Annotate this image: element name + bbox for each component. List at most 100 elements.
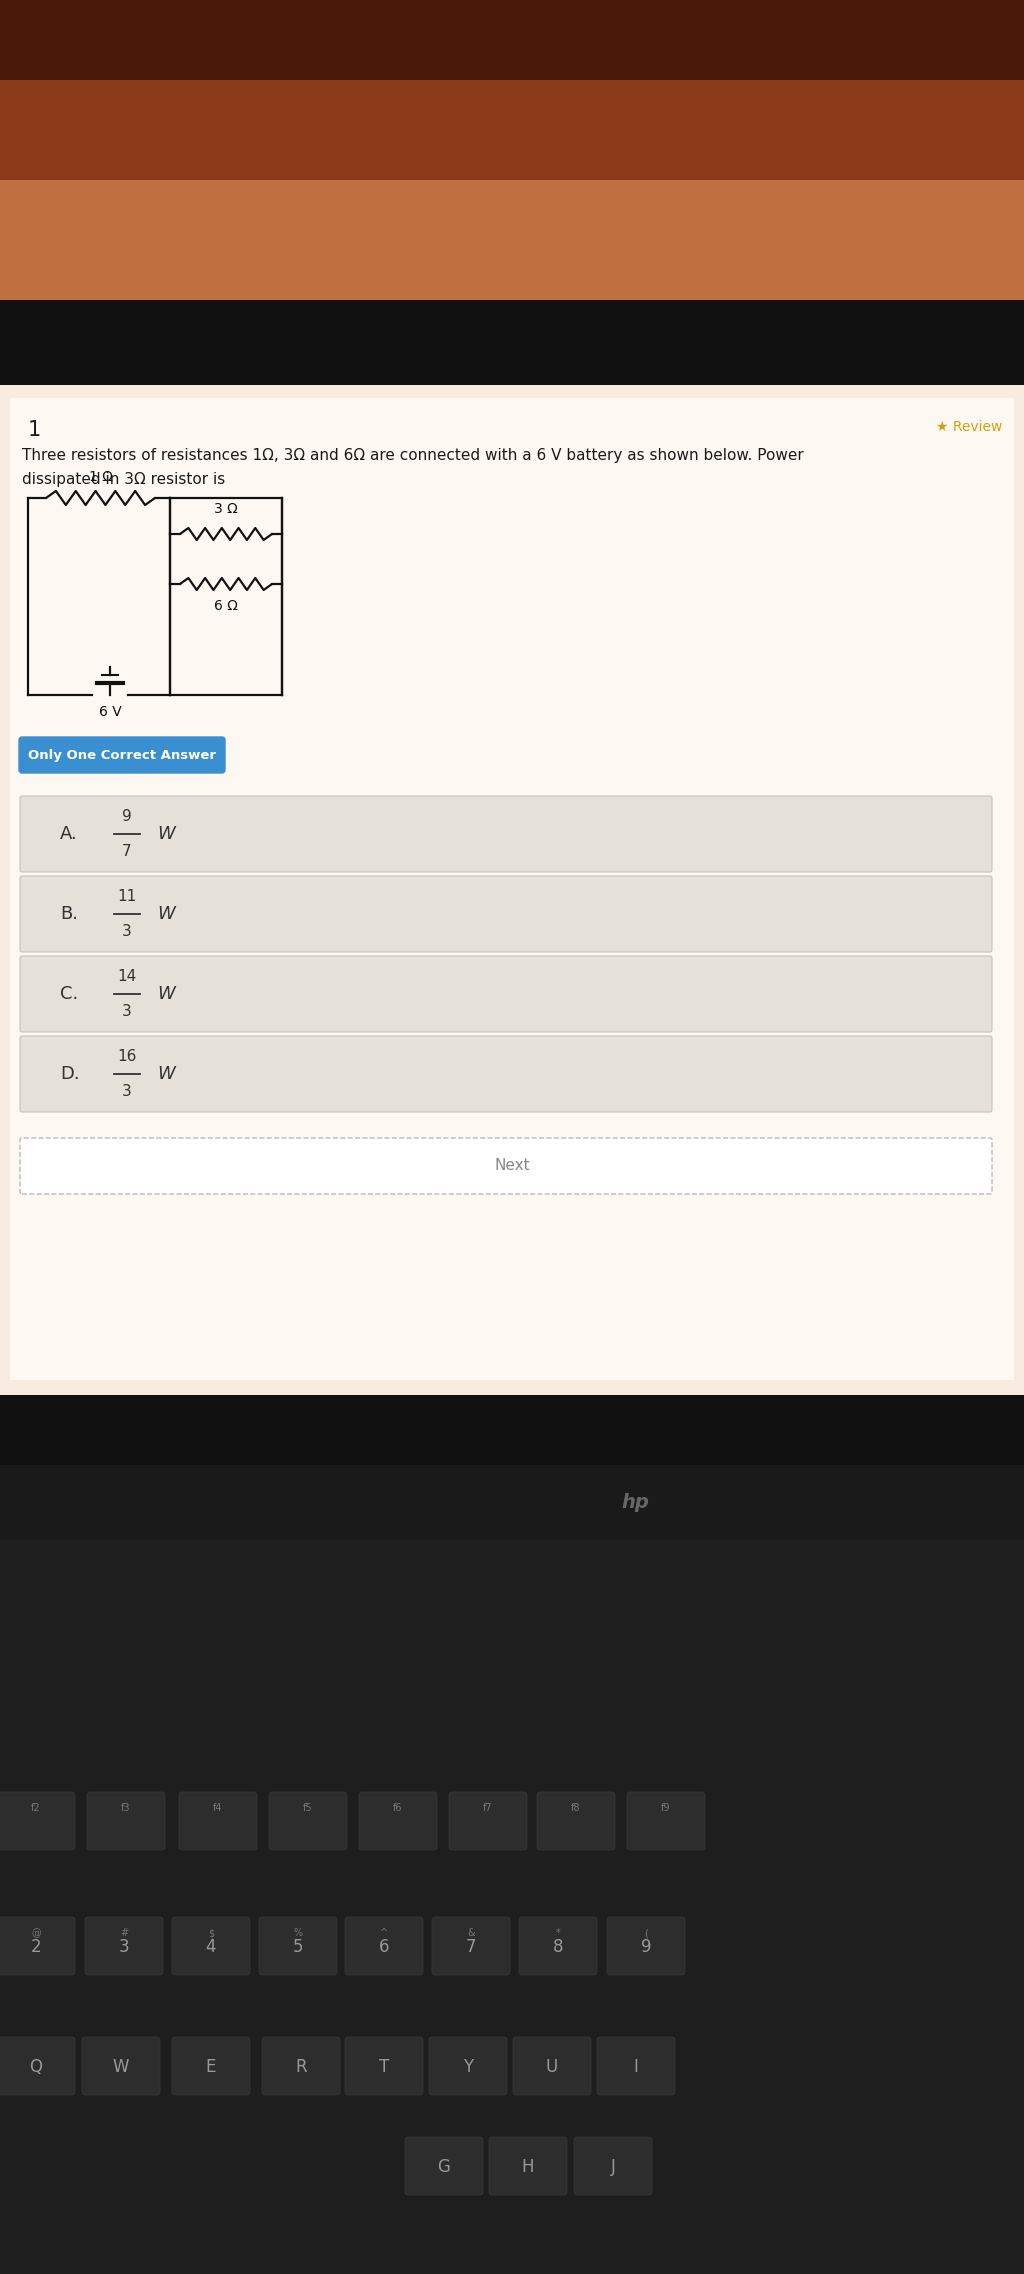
Text: 6: 6	[379, 1937, 389, 1956]
Text: 2: 2	[31, 1937, 41, 1956]
Text: f4: f4	[213, 1803, 223, 1812]
Text: #: #	[120, 1928, 128, 1937]
Text: (: (	[644, 1928, 648, 1937]
Text: hp: hp	[621, 1492, 649, 1512]
Text: Q: Q	[30, 2058, 43, 2076]
Text: W: W	[157, 905, 175, 923]
Text: f2: f2	[31, 1803, 41, 1812]
FancyBboxPatch shape	[20, 1137, 992, 1194]
FancyBboxPatch shape	[172, 1917, 250, 1976]
FancyBboxPatch shape	[519, 1917, 597, 1976]
Text: Only One Correct Answer: Only One Correct Answer	[28, 748, 216, 762]
FancyBboxPatch shape	[269, 1792, 347, 1851]
Text: B.: B.	[60, 905, 78, 923]
Text: 1 Ω: 1 Ω	[88, 471, 113, 484]
Bar	[0, 1464, 1024, 1539]
Text: J: J	[610, 2158, 615, 2176]
Text: dissipated in 3Ω resistor is: dissipated in 3Ω resistor is	[22, 473, 225, 487]
Text: 6 V: 6 V	[98, 705, 122, 719]
Text: 1: 1	[28, 421, 41, 439]
FancyBboxPatch shape	[19, 737, 225, 773]
Bar	[0, 384, 1024, 1394]
FancyBboxPatch shape	[574, 2138, 652, 2194]
Text: 9: 9	[122, 810, 132, 823]
Text: f7: f7	[483, 1803, 493, 1812]
FancyBboxPatch shape	[179, 1792, 257, 1851]
Bar	[0, 1394, 1024, 1464]
Text: G: G	[437, 2158, 451, 2176]
FancyBboxPatch shape	[0, 1917, 75, 1976]
FancyBboxPatch shape	[345, 1917, 423, 1976]
Text: 3: 3	[122, 923, 132, 939]
FancyBboxPatch shape	[20, 955, 992, 1032]
Bar	[0, 0, 1024, 180]
Text: T: T	[379, 2058, 389, 2076]
Text: 8: 8	[553, 1937, 563, 1956]
Text: D.: D.	[60, 1064, 80, 1082]
Text: 16: 16	[118, 1048, 136, 1064]
Text: f6: f6	[393, 1803, 402, 1812]
FancyBboxPatch shape	[449, 1792, 527, 1851]
Text: f3: f3	[121, 1803, 131, 1812]
FancyBboxPatch shape	[20, 875, 992, 953]
Text: 7: 7	[466, 1937, 476, 1956]
Text: W: W	[157, 1064, 175, 1082]
Text: C.: C.	[60, 985, 78, 1003]
Text: 14: 14	[118, 969, 136, 985]
Text: ★ Review: ★ Review	[936, 421, 1002, 434]
FancyBboxPatch shape	[20, 1037, 992, 1112]
Text: 7: 7	[122, 844, 132, 860]
FancyBboxPatch shape	[85, 1917, 163, 1976]
Bar	[0, 1539, 1024, 2274]
Text: ^: ^	[380, 1928, 388, 1937]
Text: *: *	[556, 1928, 560, 1937]
FancyBboxPatch shape	[513, 2038, 591, 2094]
FancyBboxPatch shape	[345, 2038, 423, 2094]
FancyBboxPatch shape	[259, 1917, 337, 1976]
Text: W: W	[113, 2058, 129, 2076]
FancyBboxPatch shape	[82, 2038, 160, 2094]
Text: I: I	[634, 2058, 638, 2076]
Text: $: $	[208, 1928, 214, 1937]
Bar	[0, 300, 1024, 384]
Text: @: @	[31, 1928, 41, 1937]
Text: W: W	[157, 825, 175, 844]
Text: 3 Ω: 3 Ω	[214, 503, 238, 516]
FancyBboxPatch shape	[627, 1792, 705, 1851]
Text: R: R	[295, 2058, 307, 2076]
Text: 6 Ω: 6 Ω	[214, 598, 238, 614]
Text: Next: Next	[495, 1157, 529, 1173]
FancyBboxPatch shape	[20, 796, 992, 871]
FancyBboxPatch shape	[0, 1792, 75, 1851]
Text: Y: Y	[463, 2058, 473, 2076]
FancyBboxPatch shape	[172, 2038, 250, 2094]
Bar	[10, 398, 1014, 1380]
Text: 9: 9	[641, 1937, 651, 1956]
Text: f9: f9	[662, 1803, 671, 1812]
Text: H: H	[522, 2158, 535, 2176]
FancyBboxPatch shape	[406, 2138, 483, 2194]
Text: 3: 3	[122, 1005, 132, 1019]
Text: 3: 3	[122, 1085, 132, 1098]
Text: Three resistors of resistances 1Ω, 3Ω and 6Ω are connected with a 6 V battery as: Three resistors of resistances 1Ω, 3Ω an…	[22, 448, 804, 464]
FancyBboxPatch shape	[597, 2038, 675, 2094]
Text: E: E	[206, 2058, 216, 2076]
FancyBboxPatch shape	[87, 1792, 165, 1851]
Text: 5: 5	[293, 1937, 303, 1956]
FancyBboxPatch shape	[607, 1917, 685, 1976]
Text: %: %	[294, 1928, 302, 1937]
FancyBboxPatch shape	[537, 1792, 615, 1851]
FancyBboxPatch shape	[359, 1792, 437, 1851]
Text: 11: 11	[118, 889, 136, 905]
Text: A.: A.	[60, 825, 78, 844]
Bar	[10, 398, 1014, 1380]
Bar	[0, 0, 1024, 309]
Text: 3: 3	[119, 1937, 129, 1956]
Text: &: &	[467, 1928, 475, 1937]
Text: f5: f5	[303, 1803, 312, 1812]
Text: f8: f8	[571, 1803, 581, 1812]
FancyBboxPatch shape	[429, 2038, 507, 2094]
FancyBboxPatch shape	[0, 2038, 75, 2094]
Text: W: W	[157, 985, 175, 1003]
FancyBboxPatch shape	[489, 2138, 567, 2194]
